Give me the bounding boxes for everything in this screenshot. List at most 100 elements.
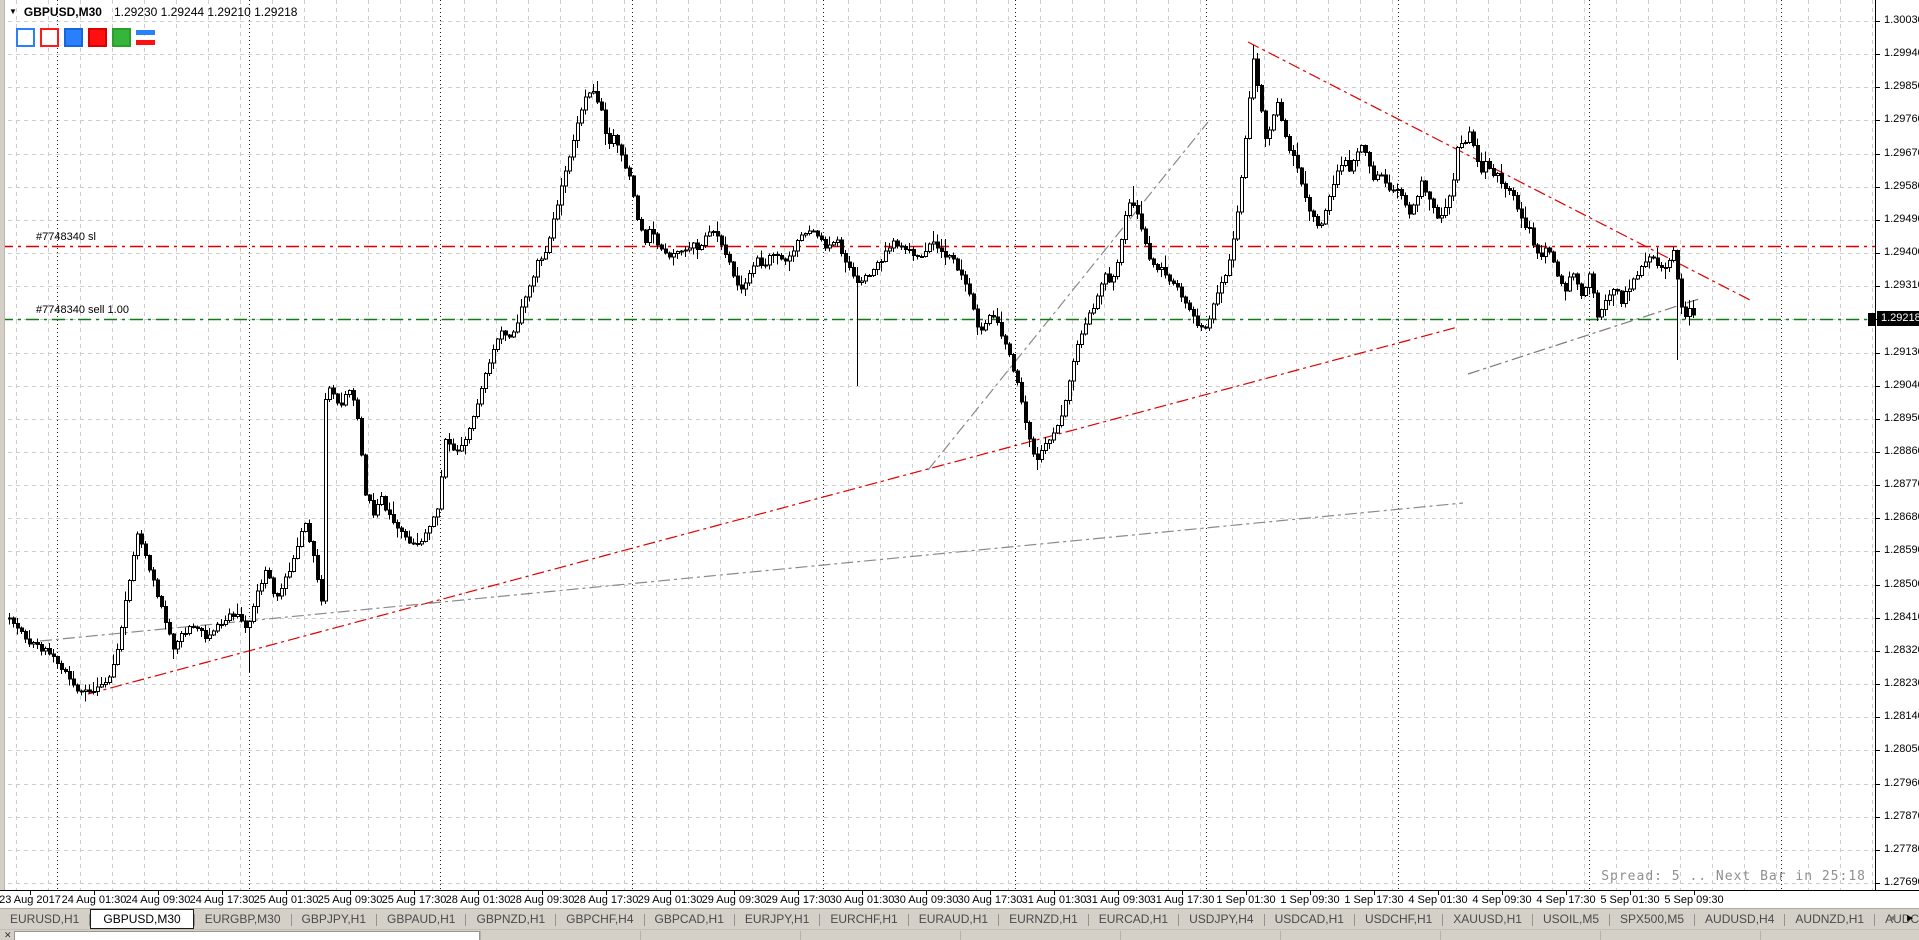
swatch-green[interactable] bbox=[112, 28, 131, 47]
price-axis-label: 1.30030 bbox=[1884, 14, 1919, 26]
chart-tab-gbpnzd-h1[interactable]: GBPNZD,H1 bbox=[476, 912, 546, 926]
order-label-sl[interactable]: #7748340 sl bbox=[36, 231, 96, 243]
chart-tab-usdcad-h1[interactable]: USDCAD,H1 bbox=[1274, 912, 1344, 926]
price-axis-label: 1.28500 bbox=[1884, 578, 1919, 590]
trendline-ascending-gray-shallow[interactable] bbox=[39, 502, 1464, 642]
price-axis-label: 1.28860 bbox=[1884, 445, 1919, 457]
time-axis-label: 5 Sep 01:30 bbox=[1600, 894, 1660, 906]
time-axis-label: 30 Aug 09:30 bbox=[893, 894, 959, 906]
chart-tab-usdjpy-h4[interactable]: USDJPY,H4 bbox=[1189, 912, 1254, 926]
price-tick bbox=[1876, 585, 1880, 586]
bar-blue bbox=[136, 30, 155, 35]
price-tick bbox=[1876, 386, 1880, 387]
chart-tab-eurcad-h1[interactable]: EURCAD,H1 bbox=[1098, 912, 1169, 926]
chart-tab-eurnzd-h1[interactable]: EURNZD,H1 bbox=[1009, 912, 1078, 926]
swatch-red[interactable] bbox=[88, 28, 107, 47]
chart-tab-eurusd-h1[interactable]: EURUSD,H1 bbox=[10, 912, 80, 926]
window-left-border bbox=[0, 0, 5, 890]
price-axis[interactable]: 1.29218 1.30030 1.29940 1.29850 1.29760 1.29… bbox=[1875, 0, 1919, 890]
chart-tab-usdchf-h1[interactable]: USDCHF,H1 bbox=[1364, 912, 1433, 926]
time-axis-label: 25 Aug 01:30 bbox=[253, 894, 319, 906]
time-axis-label: 25 Aug 09:30 bbox=[317, 894, 383, 906]
time-tick bbox=[350, 891, 351, 895]
trendline-ascending-red-support[interactable] bbox=[87, 326, 1459, 695]
trendline-triangle-lower-gray[interactable] bbox=[1467, 297, 1703, 375]
time-tick bbox=[542, 891, 543, 895]
time-axis-label: 5 Sep 09:30 bbox=[1664, 894, 1724, 906]
time-tick bbox=[1566, 891, 1567, 895]
chart-tab-gbpchf-h4[interactable]: GBPCHF,H4 bbox=[566, 912, 634, 926]
price-tick bbox=[1876, 684, 1880, 685]
time-tick bbox=[990, 891, 991, 895]
time-tick bbox=[1502, 891, 1503, 895]
chart-panel: ▼ GBPUSD,M30 1.29230 1.29244 1.29210 1.292… bbox=[0, 0, 1875, 890]
price-tick bbox=[1876, 187, 1880, 188]
chart-tab-xauusd-h1[interactable]: XAUUSD,H1 bbox=[1453, 912, 1522, 926]
tab-separator bbox=[1442, 913, 1444, 926]
swatch-blue[interactable] bbox=[64, 28, 83, 47]
swatch-white-blue-border[interactable] bbox=[16, 28, 35, 47]
chart-tab-spx500-m5[interactable]: SPX500,M5 bbox=[1620, 912, 1685, 926]
tab-scroll-left-button[interactable]: ◄ bbox=[1887, 913, 1898, 924]
chart-tab-gbpusd-m30[interactable]: GBPUSD,M30 bbox=[90, 909, 194, 929]
chart-tab-audcad-daily[interactable]: AUDCAD,Daily bbox=[1885, 912, 1919, 926]
price-axis-label: 1.28320 bbox=[1884, 644, 1919, 656]
time-axis-label: 1 Sep 01:30 bbox=[1216, 894, 1276, 906]
chart-tab-gbpcad-h1[interactable]: GBPCAD,H1 bbox=[654, 912, 724, 926]
price-tick bbox=[1876, 286, 1880, 287]
trendline-ascending-gray-steep[interactable] bbox=[927, 121, 1209, 471]
price-axis-label: 1.29040 bbox=[1884, 379, 1919, 391]
price-axis-label: 1.29850 bbox=[1884, 80, 1919, 92]
time-axis-label: 30 Aug 17:30 bbox=[957, 894, 1023, 906]
tab-separator bbox=[1531, 913, 1533, 926]
trendline-descending-red-resistance[interactable] bbox=[1247, 41, 1751, 301]
price-axis-label: 1.28230 bbox=[1884, 677, 1919, 689]
chart-tab-gbpjpy-h1[interactable]: GBPJPY,H1 bbox=[301, 912, 367, 926]
swatch-white-red-border[interactable] bbox=[40, 28, 59, 47]
price-tick bbox=[1876, 353, 1880, 354]
time-tick bbox=[414, 891, 415, 895]
time-tick bbox=[158, 891, 159, 895]
time-tick bbox=[1246, 891, 1247, 895]
price-axis-label: 1.29310 bbox=[1884, 279, 1919, 291]
price-tick bbox=[1876, 220, 1880, 221]
tab-separator bbox=[290, 913, 292, 926]
price-axis-label: 1.29580 bbox=[1884, 180, 1919, 192]
price-tick bbox=[1876, 817, 1880, 818]
order-label-sell[interactable]: #7748340 sell 1.00 bbox=[36, 304, 129, 316]
spread-next-bar-status: Spread: 5 .. Next Bar in 25:18 bbox=[1601, 869, 1866, 884]
chart-tab-audusd-h4[interactable]: AUDUSD,H4 bbox=[1705, 912, 1775, 926]
chart-dropdown-icon[interactable]: ▼ bbox=[9, 7, 17, 16]
time-axis-label: 31 Aug 17:30 bbox=[1149, 894, 1215, 906]
price-tick bbox=[1876, 419, 1880, 420]
time-axis-label: 4 Sep 09:30 bbox=[1472, 894, 1532, 906]
tab-separator bbox=[1353, 913, 1355, 926]
terminal-bottom-strip: ✕ bbox=[0, 929, 1919, 940]
time-tick bbox=[1630, 891, 1631, 895]
chart-tab-gbpaud-h1[interactable]: GBPAUD,H1 bbox=[387, 912, 456, 926]
tab-separator bbox=[555, 913, 557, 926]
tab-separator bbox=[998, 913, 1000, 926]
tab-scroll-right-button[interactable]: ► bbox=[1905, 913, 1915, 924]
chart-tab-usoil-m5[interactable]: USOIL,M5 bbox=[1542, 912, 1599, 926]
chart-tab-euraud-h1[interactable]: EURAUD,H1 bbox=[918, 912, 989, 926]
chart-tab-eurjpy-h1[interactable]: EURJPY,H1 bbox=[744, 912, 810, 926]
time-tick bbox=[1694, 891, 1695, 895]
chart-tab-eurchf-h1[interactable]: EURCHF,H1 bbox=[830, 912, 898, 926]
swatch-bicolor-bars[interactable] bbox=[136, 28, 155, 47]
price-chart-canvas[interactable] bbox=[0, 0, 1875, 890]
price-axis-label: 1.29760 bbox=[1884, 113, 1919, 125]
price-axis-label: 1.27960 bbox=[1884, 777, 1919, 789]
chart-tab-eurgbp-m30[interactable]: EURGBP,M30 bbox=[204, 912, 281, 926]
candlestick-series bbox=[8, 45, 1696, 702]
price-tick bbox=[1876, 319, 1880, 320]
time-axis-label: 29 Aug 01:30 bbox=[637, 894, 703, 906]
time-tick bbox=[926, 891, 927, 895]
close-icon[interactable]: ✕ bbox=[4, 930, 12, 940]
price-axis-label: 1.28050 bbox=[1884, 743, 1919, 755]
time-tick bbox=[1118, 891, 1119, 895]
time-axis[interactable]: 23 Aug 2017 24 Aug 01:30 24 Aug 09:30 24 Au… bbox=[0, 890, 1919, 908]
tab-separator bbox=[1694, 913, 1696, 926]
time-tick bbox=[798, 891, 799, 895]
chart-tab-audnzd-h1[interactable]: AUDNZD,H1 bbox=[1795, 912, 1865, 926]
